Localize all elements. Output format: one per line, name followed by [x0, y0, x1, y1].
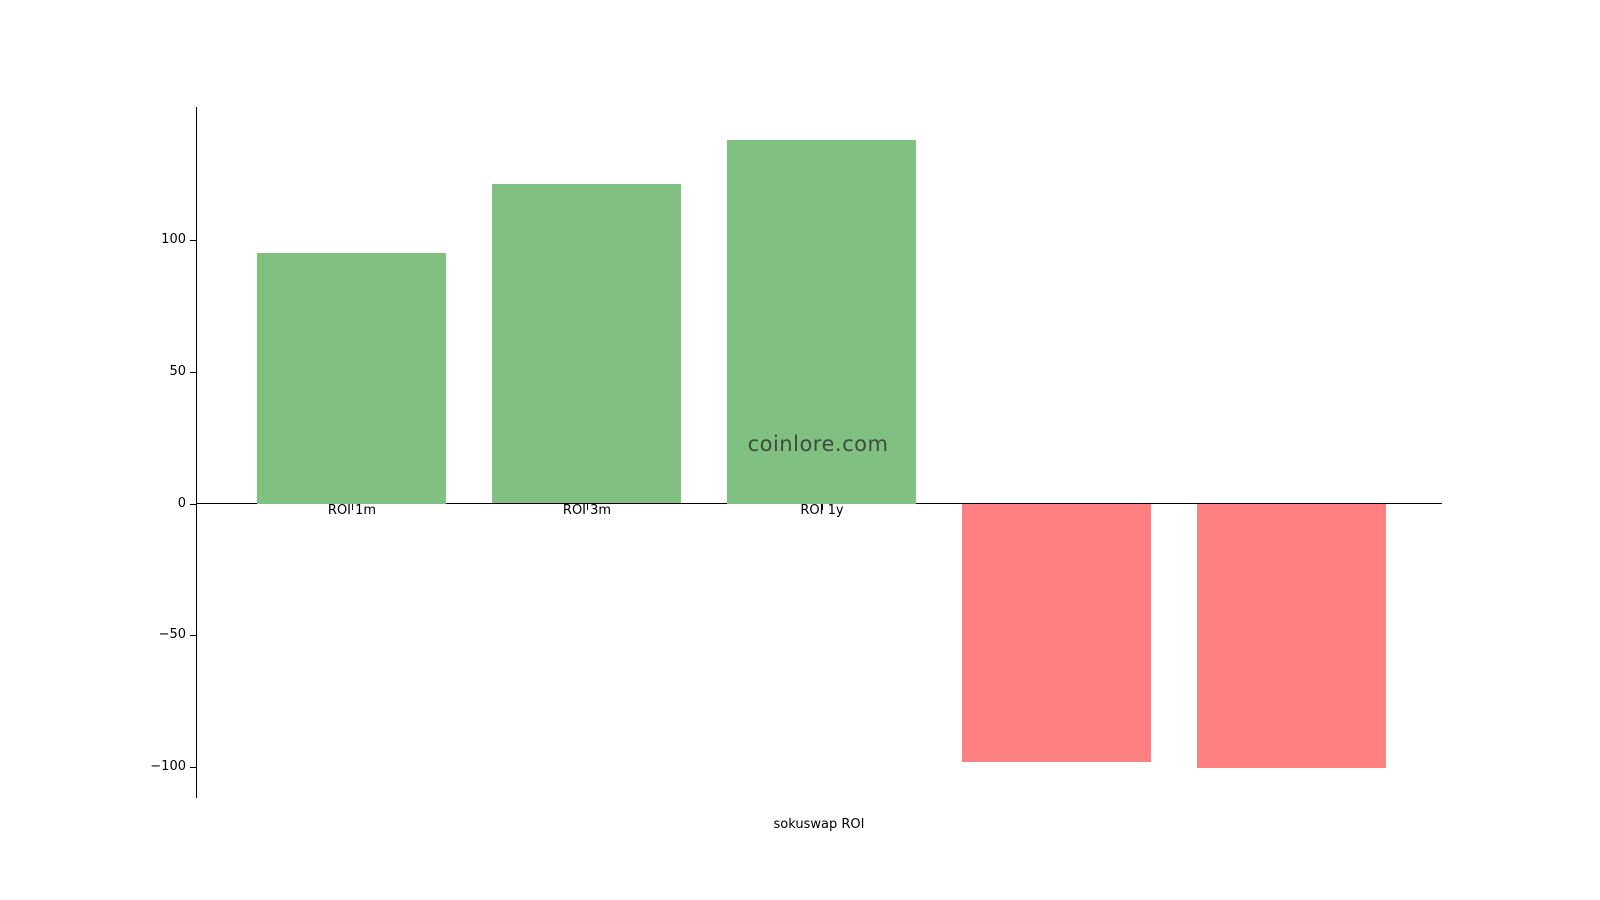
bar-roi-3m	[492, 184, 681, 503]
y-tick-mark	[190, 372, 196, 373]
y-tick-mark	[190, 504, 196, 505]
bar-roi-1m	[257, 253, 446, 504]
bar-unlabeled-3	[962, 504, 1151, 762]
y-tick-label: −50	[158, 627, 186, 642]
bar-roi-1y	[727, 140, 916, 504]
x-axis-title: sokuswap ROI	[773, 817, 865, 832]
y-tick-mark	[190, 635, 196, 636]
y-tick-label: 50	[169, 364, 186, 379]
x-tick-label: ROI 3m	[562, 503, 612, 518]
x-tick-mark	[822, 504, 823, 510]
x-tick-mark	[587, 504, 588, 510]
y-tick-label: 100	[161, 232, 186, 247]
y-tick-label: −100	[150, 759, 186, 774]
y-axis-spine	[196, 107, 197, 798]
bar-unlabeled-4	[1197, 504, 1386, 768]
x-tick-mark	[352, 504, 353, 510]
x-tick-label: ROI 1y	[800, 503, 844, 518]
watermark-text: coinlore.com	[747, 432, 889, 456]
y-tick-mark	[190, 240, 196, 241]
x-tick-label: ROI 1m	[327, 503, 377, 518]
y-tick-mark	[190, 767, 196, 768]
y-tick-label: 0	[177, 496, 186, 511]
